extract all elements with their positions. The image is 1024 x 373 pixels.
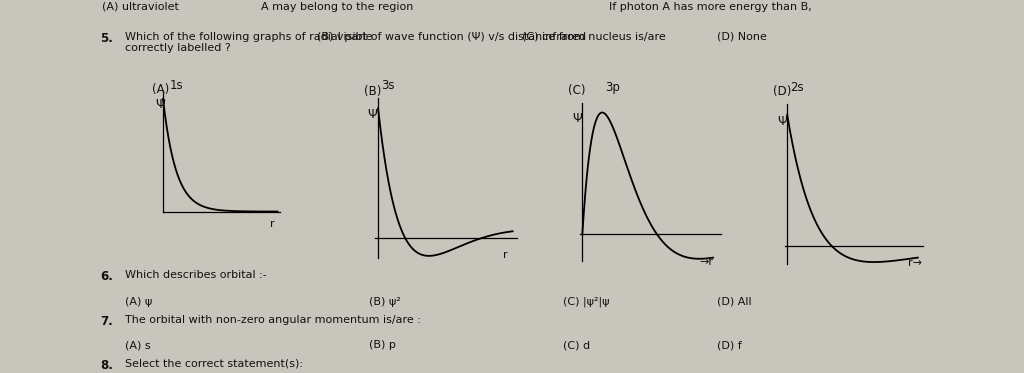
Text: 2s: 2s [790, 81, 804, 94]
Text: A may belong to the region: A may belong to the region [261, 2, 414, 12]
Text: 7.: 7. [100, 315, 113, 328]
Text: Which of the following graphs of radial part of wave function (Ψ) v/s distance f: Which of the following graphs of radial … [125, 32, 666, 53]
Text: If photon A has more energy than B,: If photon A has more energy than B, [609, 2, 812, 12]
Text: (D): (D) [773, 85, 792, 98]
Text: (C) infrared: (C) infrared [522, 32, 587, 42]
Text: 3p: 3p [605, 81, 621, 94]
Text: Ψ: Ψ [368, 108, 377, 121]
Text: 1s: 1s [170, 79, 183, 92]
Text: (B) ψ²: (B) ψ² [369, 297, 400, 307]
Text: (B) visible: (B) visible [317, 32, 373, 42]
Text: →r: →r [699, 257, 713, 267]
Text: Select the correct statement(s):: Select the correct statement(s): [125, 359, 303, 369]
Text: 8.: 8. [100, 359, 114, 372]
Text: (A) ψ: (A) ψ [125, 297, 153, 307]
Text: Ψ: Ψ [777, 115, 786, 128]
Text: Ψ: Ψ [155, 98, 165, 111]
Text: Which describes orbital :-: Which describes orbital :- [125, 270, 266, 280]
Text: 3s: 3s [381, 79, 394, 92]
Text: The orbital with non-zero angular momentum is/are :: The orbital with non-zero angular moment… [125, 315, 421, 325]
Text: (B): (B) [364, 85, 381, 98]
Text: r: r [270, 219, 275, 229]
Text: Ψ: Ψ [572, 112, 582, 125]
Text: (A) ultraviolet: (A) ultraviolet [102, 2, 179, 12]
Text: (A): (A) [152, 83, 169, 96]
Text: (D) f: (D) f [717, 340, 741, 350]
Text: r→: r→ [908, 258, 923, 268]
Text: 5.: 5. [100, 32, 114, 45]
Text: (D) All: (D) All [717, 297, 752, 307]
Text: r: r [503, 251, 508, 260]
Text: (C) d: (C) d [563, 340, 590, 350]
Text: (C) |ψ²|ψ: (C) |ψ²|ψ [563, 297, 609, 307]
Text: (D) None: (D) None [717, 32, 767, 42]
Text: (C): (C) [568, 84, 586, 97]
Text: 6.: 6. [100, 270, 114, 283]
Text: (B) p: (B) p [369, 340, 395, 350]
Text: (A) s: (A) s [125, 340, 151, 350]
